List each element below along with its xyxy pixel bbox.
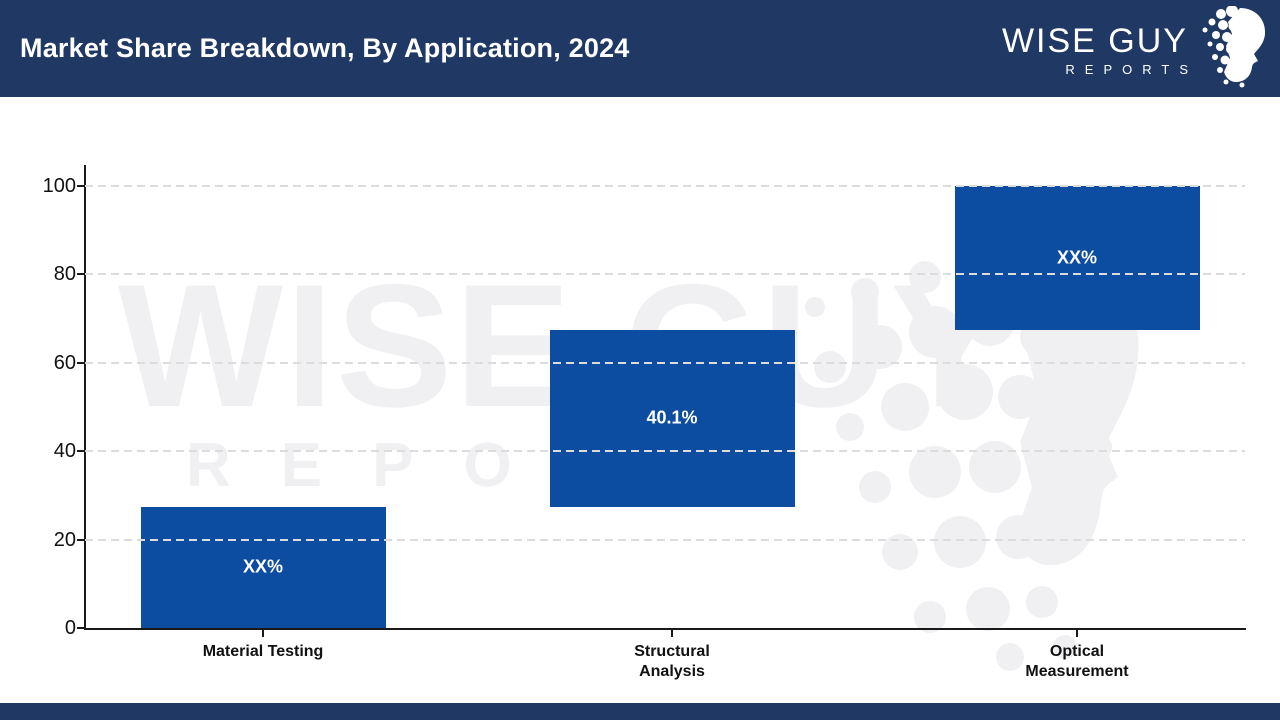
x-category-label-line: Material Testing bbox=[202, 643, 324, 660]
y-tick-mark bbox=[77, 185, 84, 187]
gridline bbox=[85, 538, 1245, 541]
bar-segment bbox=[549, 329, 795, 507]
brand-subtitle: REPORTS bbox=[1065, 61, 1198, 77]
brand-name: WISE GUY bbox=[1001, 22, 1188, 61]
y-tick-mark bbox=[77, 538, 84, 541]
footer-bar bbox=[0, 703, 1280, 720]
y-tick-label: 80 bbox=[53, 263, 76, 286]
gridline bbox=[85, 273, 1245, 276]
x-category-label-line: Measurement bbox=[1025, 663, 1129, 680]
y-tick-label: 100 bbox=[42, 175, 76, 197]
header-bar: Market Share Breakdown, By Application, … bbox=[0, 0, 1280, 97]
x-category-label-line: Structural bbox=[634, 643, 710, 660]
y-tick-mark bbox=[77, 450, 84, 453]
x-tick-mark bbox=[262, 630, 264, 637]
x-category-label: Structural Analysis bbox=[572, 642, 772, 682]
chart-area: WISE GUY REPORTS 0 20 40 60 80 100 XX% 40.1% XX%… bbox=[0, 97, 1280, 703]
y-tick-label: 20 bbox=[53, 528, 76, 551]
bar-value-label: XX% bbox=[1056, 247, 1098, 268]
y-tick-label: 60 bbox=[53, 351, 76, 374]
y-tick-mark bbox=[77, 273, 84, 276]
gridline bbox=[85, 361, 1245, 364]
bar-value-label: 40.1% bbox=[646, 407, 698, 428]
x-category-label-line: Optical bbox=[1049, 643, 1105, 660]
page-title: Market Share Breakdown, By Application, … bbox=[20, 33, 630, 63]
bar-value-label: XX% bbox=[242, 556, 284, 577]
gridline bbox=[85, 185, 1245, 187]
bar-segment bbox=[140, 506, 386, 628]
y-axis-line bbox=[84, 165, 86, 630]
y-tick-label: 40 bbox=[53, 440, 76, 463]
x-tick-mark bbox=[671, 630, 673, 637]
y-tick-label: 0 bbox=[64, 617, 76, 639]
x-axis-line bbox=[84, 628, 1246, 630]
x-category-label: Optical Measurement bbox=[977, 642, 1177, 682]
y-tick-mark bbox=[77, 361, 84, 364]
x-category-label-line: Analysis bbox=[639, 663, 705, 680]
brand-logo-text: WISE GUY REPORTS bbox=[1001, 22, 1188, 76]
x-category-label: Material Testing bbox=[163, 642, 363, 662]
bar-segment bbox=[954, 186, 1200, 330]
gridline bbox=[85, 450, 1245, 453]
y-tick-mark bbox=[77, 627, 84, 629]
x-tick-mark bbox=[1076, 630, 1078, 637]
logo-face-icon bbox=[1190, 5, 1268, 95]
brand-logo: WISE GUY REPORTS bbox=[1001, 5, 1268, 95]
